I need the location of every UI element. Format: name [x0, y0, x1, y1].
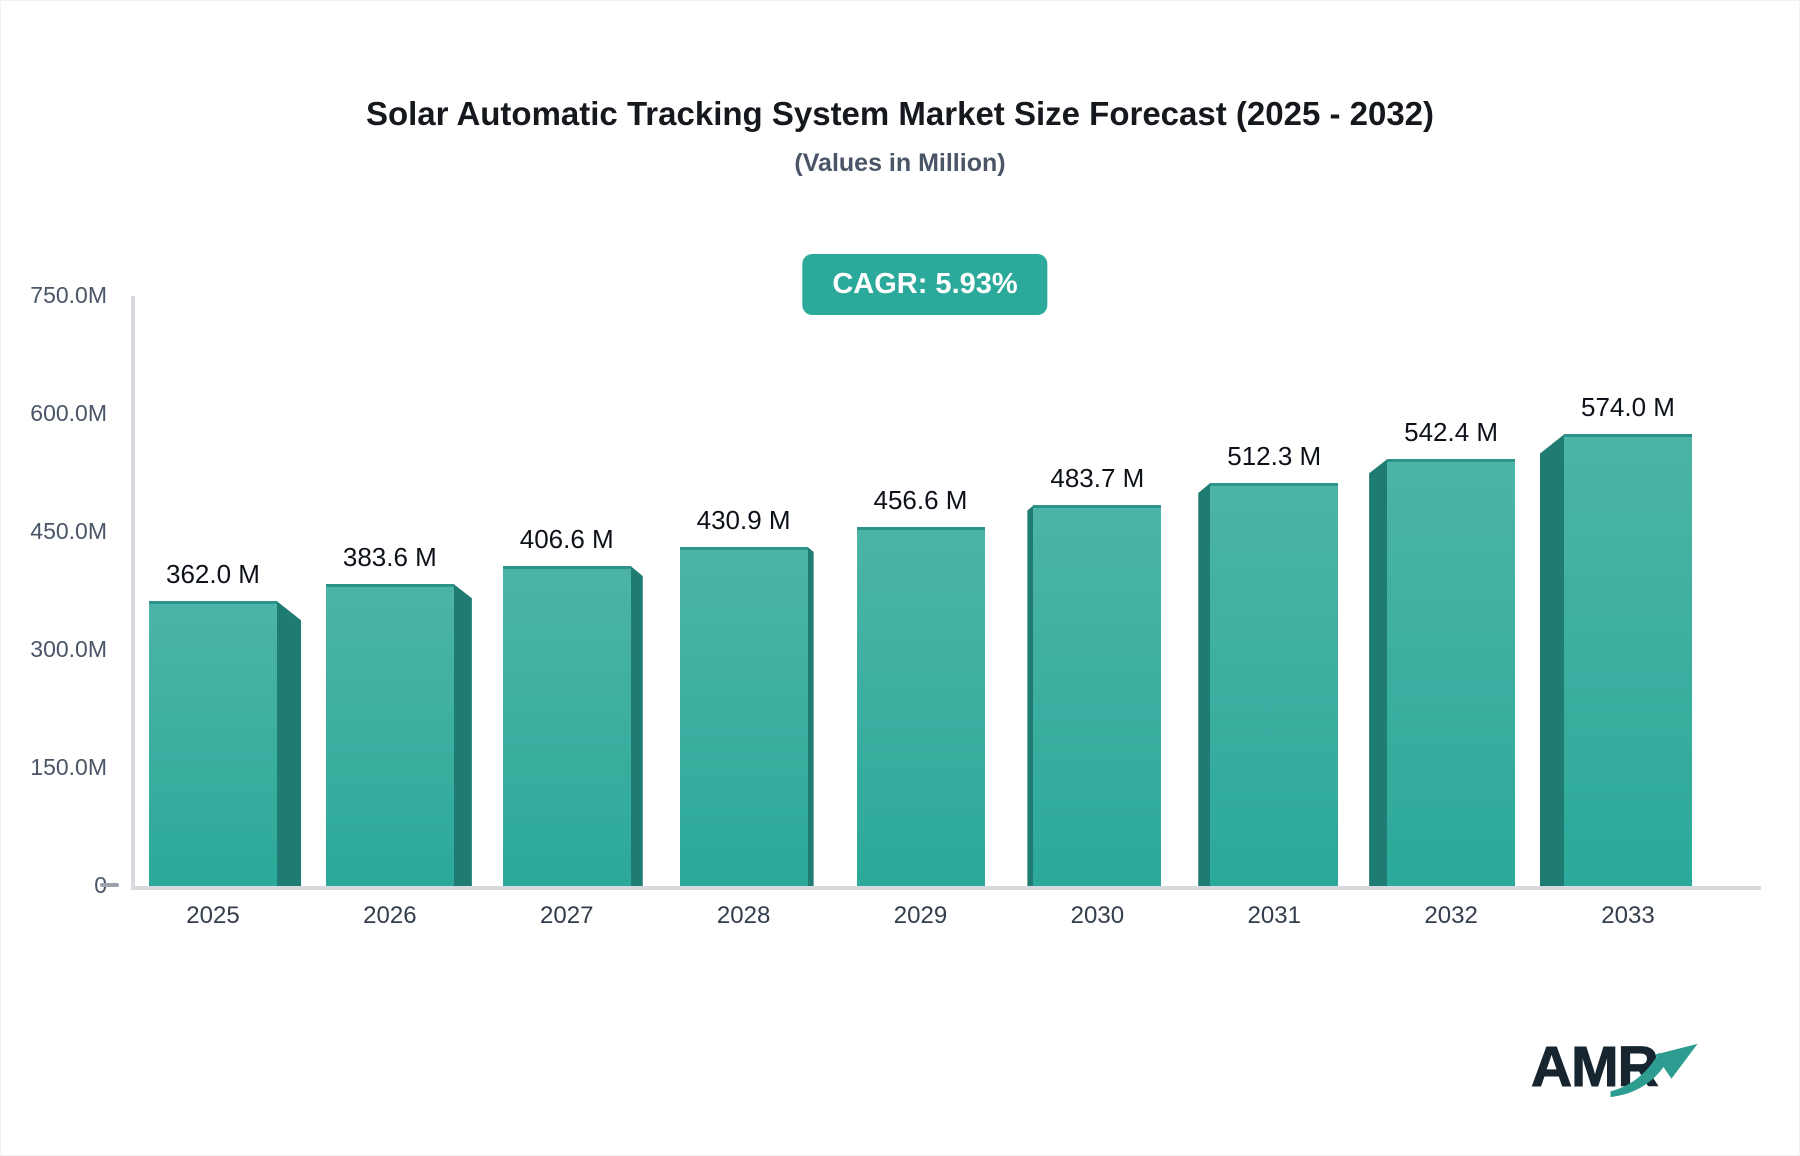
chart-title: Solar Automatic Tracking System Market S…	[365, 95, 1435, 132]
y-tick-label: 300.0M	[30, 636, 107, 662]
bar-side-face-2027	[630, 566, 643, 886]
x-tick-label: 2027	[540, 902, 594, 929]
y-tick-label: 600.0M	[30, 400, 107, 426]
bar-2031	[1210, 482, 1339, 886]
bar-side-face-2033	[1540, 434, 1564, 886]
x-tick-label: 2025	[186, 902, 240, 929]
x-tick-label: 2030	[1070, 902, 1125, 929]
bar-side-face-2030	[1027, 505, 1034, 886]
bar-2027	[502, 566, 631, 886]
y-tick-label: 0	[1, 872, 107, 899]
bar-side-face-2026	[453, 584, 472, 886]
bar-value-label: 483.7 M	[1050, 463, 1145, 494]
bar-2032	[1387, 459, 1516, 886]
bar-value-label: 456.6 M	[873, 484, 968, 515]
brand-logo: AMR	[1531, 1036, 1721, 1114]
bar-2029	[856, 526, 985, 886]
bar-value-label: 406.6 M	[519, 524, 614, 555]
bar-value-label: 430.9 M	[696, 505, 791, 536]
bar-value-label: 362.0 M	[166, 559, 260, 590]
x-tick-label: 2032	[1424, 902, 1478, 929]
x-tick-label: 2028	[716, 902, 771, 929]
y-tick-label: 450.0M	[30, 518, 107, 544]
y-axis-line	[131, 296, 135, 890]
bar-2025	[149, 601, 277, 886]
chart-subtitle: (Values in Million)	[794, 149, 1006, 177]
y-tick-label: 150.0M	[30, 754, 107, 780]
bar-side-face-2032	[1369, 459, 1388, 886]
cagr-badge: CAGR: 5.93%	[802, 254, 1048, 315]
y-tick-label: 750.0M	[30, 282, 107, 308]
bar-value-label: 574.0 M	[1581, 392, 1675, 423]
bar-2026	[325, 584, 454, 886]
x-axis-line	[131, 886, 1761, 890]
y-axis: 750.0M 600.0M 450.0M 300.0M 150.0M 0	[1, 282, 107, 898]
zero-tick-mark	[100, 883, 119, 887]
bar-2033	[1564, 434, 1692, 886]
bar-side-face-2028	[807, 547, 814, 886]
bar-2028	[679, 547, 808, 886]
x-axis: 2025 2026 2027 2028 2029 2030 2031 2032 2033	[131, 902, 1761, 938]
growth-arrow-icon	[1610, 1043, 1698, 1098]
bar-side-face-2025	[277, 601, 301, 886]
plot-area: 362.0 M 383.6 M 406.6 M 430.9 M 456.6 M 483.7…	[131, 296, 1761, 886]
bar-2030	[1033, 505, 1162, 886]
bar-value-label: 512.3 M	[1227, 440, 1322, 471]
bar-value-label: 383.6 M	[342, 542, 437, 573]
bar-side-face-2031	[1198, 482, 1211, 886]
x-tick-label: 2029	[893, 902, 948, 929]
x-tick-label: 2026	[363, 902, 417, 929]
x-tick-label: 2031	[1247, 902, 1301, 929]
bar-value-label: 542.4 M	[1404, 417, 1499, 448]
x-tick-label: 2033	[1601, 902, 1655, 929]
